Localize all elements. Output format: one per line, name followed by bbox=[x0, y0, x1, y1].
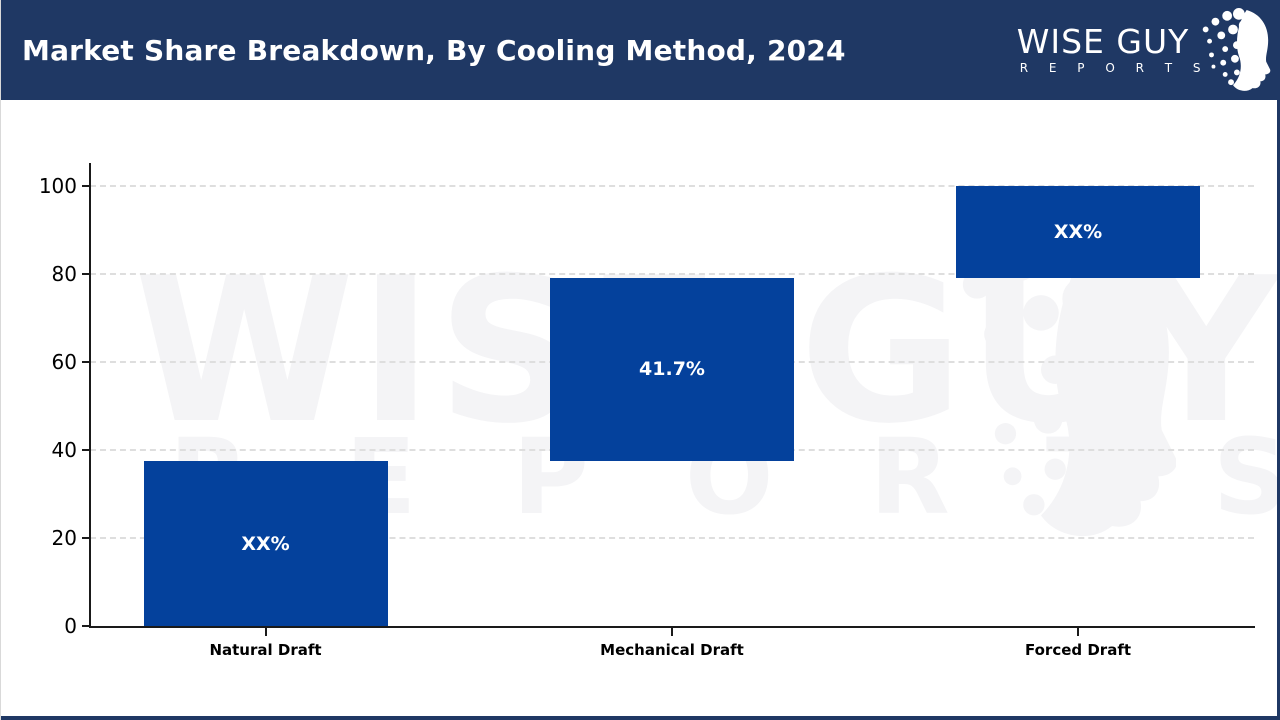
y-tick-20 bbox=[82, 537, 90, 539]
bottom-edge-strip bbox=[1, 716, 1280, 720]
x-category-label: Mechanical Draft bbox=[600, 641, 744, 659]
y-tick-label-40: 40 bbox=[51, 438, 77, 462]
logo-subtitle: R E P O R T S bbox=[1019, 61, 1209, 75]
x-category-label: Natural Draft bbox=[209, 641, 322, 659]
bar-natural-draft: XX% bbox=[143, 461, 388, 626]
y-tick-label-20: 20 bbox=[51, 526, 77, 550]
wise-guy-reports-logo: WISE GUY R E P O R T S bbox=[1017, 8, 1271, 92]
y-tick-60 bbox=[82, 361, 90, 363]
y-tick-label-100: 100 bbox=[38, 174, 77, 198]
y-tick-100 bbox=[82, 185, 90, 187]
x-tick-2 bbox=[1077, 628, 1079, 636]
gridline-20 bbox=[90, 537, 1254, 539]
gridline-80 bbox=[90, 273, 1254, 275]
x-tick-1 bbox=[671, 628, 673, 636]
chart-title: Market Share Breakdown, By Cooling Metho… bbox=[22, 33, 846, 67]
x-category-label: Forced Draft bbox=[1024, 641, 1132, 659]
bar-forced-draft: XX% bbox=[956, 186, 1200, 278]
x-axis-line bbox=[89, 626, 1255, 628]
right-edge-strip bbox=[1277, 0, 1280, 720]
bar-value-label: 41.7% bbox=[639, 358, 705, 381]
y-tick-40 bbox=[82, 449, 90, 451]
logo-text: WISE GUY R E P O R T S bbox=[1017, 25, 1209, 75]
y-tick-label-60: 60 bbox=[51, 350, 77, 374]
y-tick-label-0: 0 bbox=[64, 614, 77, 638]
gridline-100 bbox=[90, 185, 1254, 187]
y-tick-80 bbox=[82, 273, 90, 275]
x-tick-0 bbox=[264, 628, 267, 636]
logo-wordmark: WISE GUY bbox=[1016, 22, 1190, 61]
bar-value-label: XX% bbox=[241, 532, 290, 555]
header-band: Market Share Breakdown, By Cooling Metho… bbox=[1, 0, 1280, 100]
y-tick-0 bbox=[82, 625, 90, 627]
y-tick-label-80: 80 bbox=[51, 262, 77, 286]
bar-mechanical-draft: 41.7% bbox=[550, 277, 794, 461]
dotted-face-icon bbox=[1202, 8, 1271, 91]
y-axis-line bbox=[89, 163, 91, 627]
bar-value-label: XX% bbox=[1053, 220, 1103, 243]
